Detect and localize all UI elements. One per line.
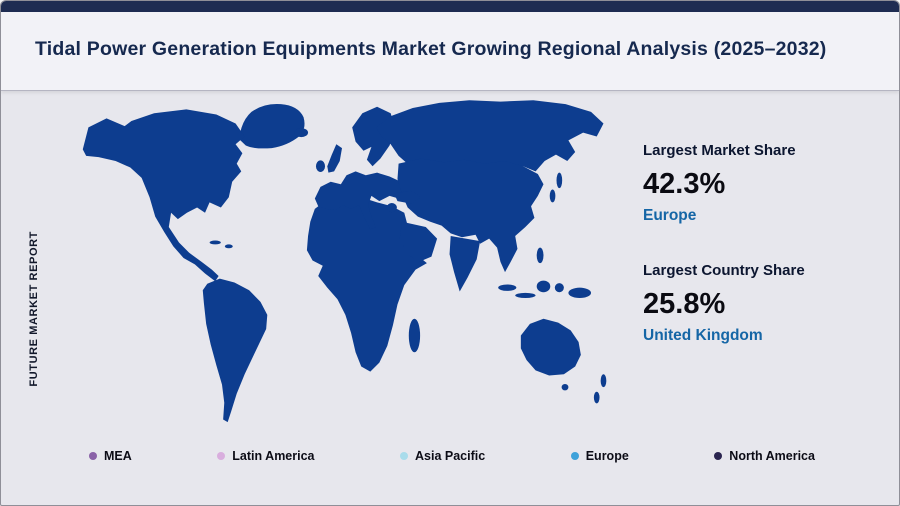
page-title: Tidal Power Generation Equipments Market…	[35, 38, 827, 60]
continent-south-america	[202, 278, 268, 423]
island-borneo	[536, 280, 551, 293]
region-siberia	[375, 100, 604, 172]
continent-australia	[520, 318, 581, 376]
island-japan-south	[549, 189, 556, 203]
island-japan-north	[556, 172, 563, 189]
island-ireland	[315, 160, 326, 173]
world-map-icon	[82, 100, 607, 423]
island-new-zealand-north	[600, 374, 607, 388]
legend-item-latin-america: Latin America	[217, 449, 315, 463]
stat-largest-market-share: Largest Market Share 42.3% Europe	[643, 142, 893, 225]
top-accent-bar	[1, 1, 899, 12]
legend-label: Latin America	[232, 449, 315, 463]
legend-item-mea: MEA	[89, 449, 132, 463]
island-iceland	[294, 128, 309, 138]
island-new-guinea	[568, 287, 592, 299]
header: Tidal Power Generation Equipments Market…	[1, 12, 899, 91]
island-hispaniola	[224, 244, 233, 249]
legend-label: MEA	[104, 449, 132, 463]
island-sulawesi	[554, 283, 564, 293]
stat-value: 25.8%	[643, 288, 726, 320]
legend-item-north-america: North America	[714, 449, 815, 463]
island-great-britain	[327, 144, 342, 173]
region-central-asia-china	[397, 158, 544, 273]
legend-dot-mea	[89, 452, 97, 460]
region-anatolia	[394, 190, 422, 204]
stat-region: United Kingdom	[643, 327, 763, 344]
stat-label: Largest Market Share	[643, 142, 796, 159]
continent-africa	[306, 195, 427, 372]
continent-greenland	[238, 104, 305, 149]
island-madagascar	[408, 318, 421, 353]
region-arabia	[399, 221, 438, 262]
region-greece	[386, 203, 397, 213]
island-java	[515, 292, 536, 299]
island-new-zealand-south	[593, 391, 600, 404]
island-sumatra	[498, 284, 517, 291]
island-philippines	[536, 247, 544, 264]
stat-region: Europe	[643, 207, 697, 224]
island-cuba	[209, 240, 221, 245]
legend-label: Asia Pacific	[415, 449, 486, 463]
stat-value: 42.3%	[643, 168, 726, 200]
stat-largest-country-share: Largest Country Share 25.8% United Kingd…	[643, 262, 893, 345]
legend-dot-asia-pacific	[400, 452, 409, 460]
stat-label: Largest Country Share	[643, 262, 805, 279]
legend-dot-latin-america	[217, 452, 226, 460]
legend-label: North America	[729, 449, 815, 463]
brand-vertical-label: FUTURE MARKET REPORT	[28, 231, 40, 387]
continent-north-america	[82, 109, 245, 282]
legend-item-asia-pacific: Asia Pacific	[400, 449, 485, 463]
legend-dot-europe	[570, 452, 579, 460]
region-india	[449, 235, 481, 292]
legend-label: Europe	[585, 449, 629, 463]
island-tasmania	[561, 383, 569, 391]
map-legend: MEA Latin America Asia Pacific Europe No…	[89, 449, 815, 463]
legend-dot-north-america	[714, 452, 723, 460]
stats-panel: Largest Market Share 42.3% Europe Larges…	[643, 142, 893, 345]
legend-item-europe: Europe	[570, 449, 629, 463]
continent-europe	[314, 171, 407, 230]
